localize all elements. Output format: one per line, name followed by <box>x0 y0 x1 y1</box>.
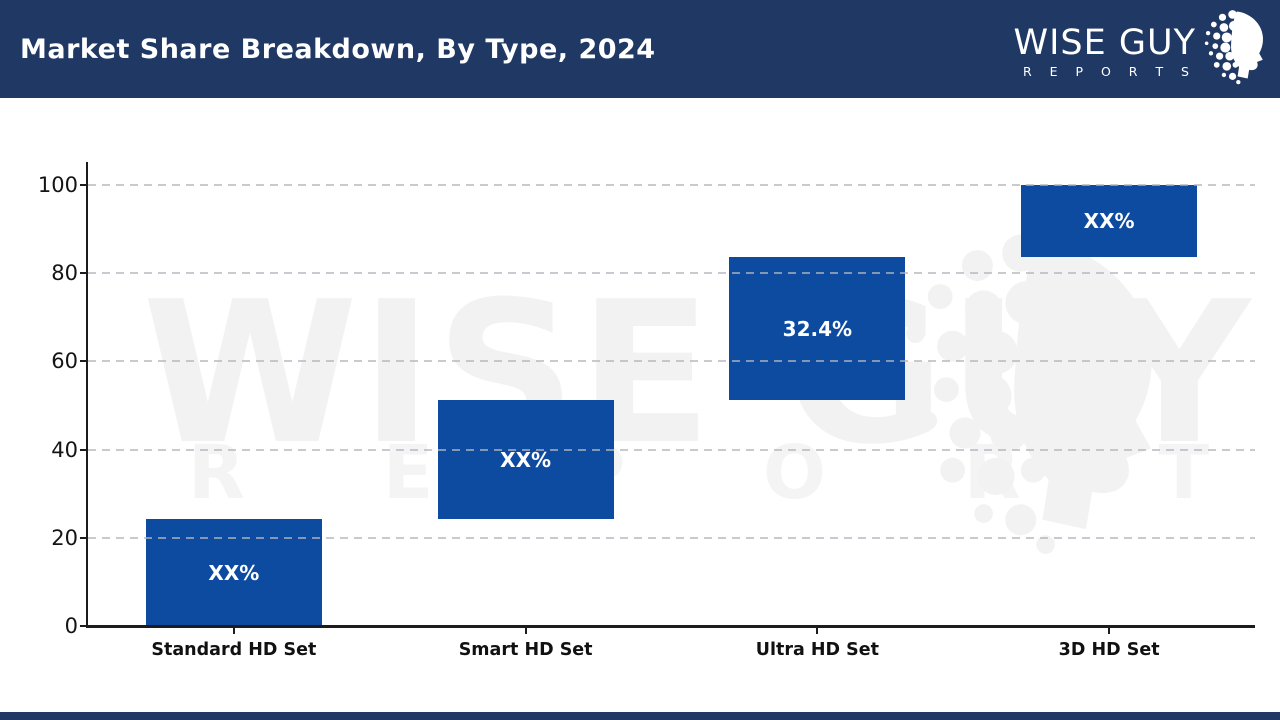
bar-value-label: 32.4% <box>782 316 853 341</box>
y-axis-tick-label: 80 <box>51 261 78 286</box>
y-axis-tick-label: 40 <box>51 437 78 462</box>
x-tick <box>524 626 527 634</box>
bar-ultra-hd-set <box>729 257 906 401</box>
logo-head-icon <box>1198 8 1270 90</box>
bar-smart-hd-set <box>437 400 614 520</box>
y-axis-tick-label: 20 <box>51 525 78 550</box>
y-axis-line <box>86 162 88 628</box>
x-tick <box>816 626 819 634</box>
gridline-60 <box>88 360 1255 363</box>
x-axis-label: 3D HD Set <box>1058 640 1160 660</box>
y-tick <box>80 536 87 539</box>
gridline-40 <box>88 448 1255 451</box>
logo-line1: WISE GUY <box>1013 23 1196 63</box>
y-tick <box>80 184 87 186</box>
y-axis-tick-label: 100 <box>37 173 78 197</box>
bar-value-label: XX% <box>208 560 260 585</box>
x-axis-label: Ultra HD Set <box>755 640 879 660</box>
x-axis-line <box>86 625 1255 628</box>
y-tick <box>80 272 87 275</box>
x-axis-label: Standard HD Set <box>151 640 317 660</box>
y-axis-tick-label: 60 <box>51 349 78 374</box>
header-bar: Market Share Breakdown, By Type, 2024 WI… <box>0 0 1280 98</box>
logo-line2: R E P O R T S <box>1022 64 1196 79</box>
footer-bar <box>0 712 1280 720</box>
x-tick <box>1108 626 1111 634</box>
gridline-100 <box>88 184 1255 186</box>
y-axis-tick-label: 0 <box>64 614 78 638</box>
y-tick <box>80 625 87 627</box>
page-title: Market Share Breakdown, By Type, 2024 <box>20 34 656 65</box>
y-tick <box>80 360 87 363</box>
x-axis-label: Smart HD Set <box>458 640 593 660</box>
logo-wordmark: WISE GUY R E P O R T S <box>1013 23 1196 80</box>
bar-value-label: XX% <box>1083 209 1135 234</box>
gridline-20 <box>88 536 1255 539</box>
bar-value-label: XX% <box>500 447 552 472</box>
x-tick <box>232 626 235 634</box>
gridline-80 <box>88 272 1255 275</box>
wise-guy-logo: WISE GUY R E P O R T S <box>1013 6 1266 94</box>
y-tick <box>80 448 87 451</box>
